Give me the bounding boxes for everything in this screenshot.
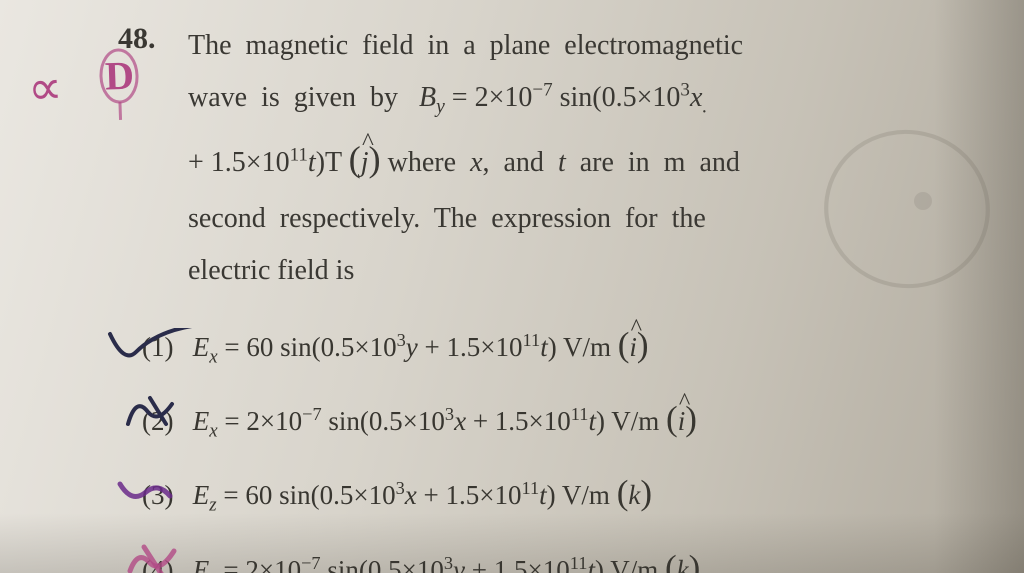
page: 48. ∝ D The magnetic field in a plane el… <box>0 0 1024 573</box>
question-line-3: + 1.5×1011t)T (j) where x, and t are in … <box>188 147 740 178</box>
options-list: (1) Ex = 60 sin(0.5×103y + 1.5×1011t) V/… <box>142 310 984 573</box>
option-1-label: (1) <box>142 320 186 374</box>
option-3-label: (3) <box>142 468 186 522</box>
question-line-2: wave is given by By = 2×10−7 sin(0.5×103… <box>188 82 707 113</box>
question-text: The magnetic field in a plane electromag… <box>188 20 990 297</box>
option-1-expr: Ex = 60 sin(0.5×103y + 1.5×1011t) V/m (i… <box>193 332 649 362</box>
question-line-1: The magnetic field in a plane electromag… <box>188 30 743 61</box>
margin-annotation-alpha: ∝ <box>26 59 64 117</box>
option-3: (3) Ez = 60 sin(0.5×103x + 1.5×1011t) V/… <box>142 458 984 528</box>
option-4: (4) Ez = 2×10−7 sin(0.5×103y + 1.5×1011t… <box>142 533 984 573</box>
option-4-expr: Ez = 2×10−7 sin(0.5×103y + 1.5×1011t) V/… <box>193 555 701 573</box>
question-line-4: second respectively. The expression for … <box>188 203 706 234</box>
option-4-label: (4) <box>142 543 186 573</box>
margin-d-circle-icon <box>98 47 142 120</box>
option-2: (2) Ex = 2×10−7 sin(0.5×103x + 1.5×1011t… <box>142 384 984 454</box>
question-line-5: electric field is <box>188 255 354 286</box>
option-2-expr: Ex = 2×10−7 sin(0.5×103x + 1.5×1011t) V/… <box>193 406 697 436</box>
option-2-label: (2) <box>142 394 186 448</box>
margin-annotation-d: D <box>104 52 135 100</box>
option-3-expr: Ez = 60 sin(0.5×103x + 1.5×1011t) V/m (k… <box>193 480 652 510</box>
option-1: (1) Ex = 60 sin(0.5×103y + 1.5×1011t) V/… <box>142 310 984 380</box>
